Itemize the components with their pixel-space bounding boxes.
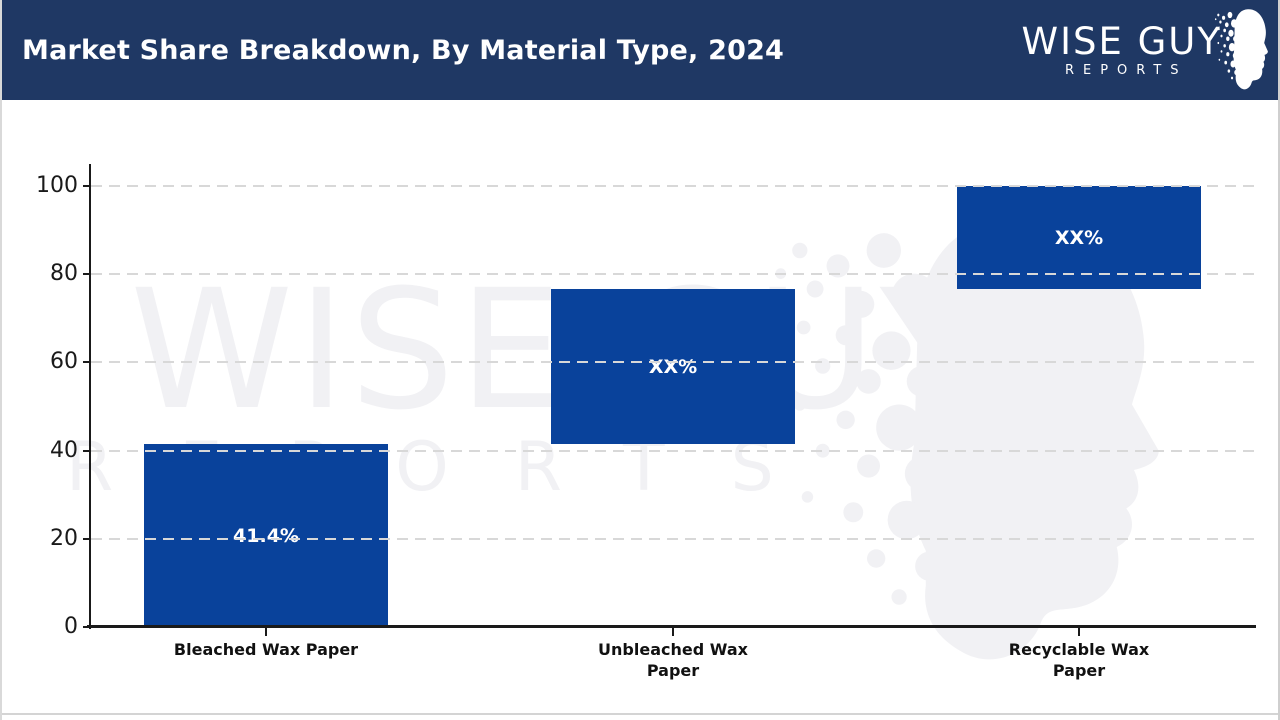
category-label-line: Paper [646,661,700,680]
x-tick-mark [265,628,267,636]
logo-text: WISE GUY REPORTS [1022,23,1222,77]
category-label-line: Paper [1052,661,1106,680]
bar-value-label: XX% [1054,226,1104,249]
gridline-80 [91,273,1255,276]
gridline-20 [91,537,1255,540]
y-tick-label: 0 [64,614,78,639]
gridline-40 [91,449,1255,452]
category-label-line: Unbleached Wax [598,640,748,659]
category-label: Recyclable Wax Paper [919,639,1239,681]
wise-guy-logo: WISE GUY REPORTS [1022,8,1270,92]
gridline-100 [91,185,1255,187]
x-axis-line [87,625,1256,628]
x-tick-mark [1078,628,1080,636]
header-bar: Market Share Breakdown, By Material Type… [2,0,1278,100]
y-axis-line [89,164,91,629]
bar-bleached-wax-paper: 41.4% [144,444,388,627]
wise-guy-head-icon [1212,8,1270,92]
category-label-line: Recyclable Wax [1008,640,1150,659]
bar-recyclable-wax-paper: XX% [957,186,1201,290]
card-bottom-border [2,713,1278,715]
bar-value-label: XX% [648,355,698,378]
category-label: Bleached Wax Paper [106,639,426,660]
y-tick-label: 40 [50,437,78,463]
y-tick-label: 60 [50,349,78,375]
y-tick-mark [83,626,91,628]
gridline-60 [91,361,1255,364]
y-tick-mark [83,361,91,364]
category-label-line: Bleached Wax Paper [173,640,359,659]
bar-value-label: 41.4% [233,524,299,547]
y-tick-label: 20 [50,525,78,551]
y-tick-mark [83,273,91,276]
y-tick-label: 100 [36,173,78,198]
y-tick-mark [83,449,91,452]
category-label: Unbleached Wax Paper [513,639,833,681]
x-tick-mark [672,628,674,636]
y-tick-mark [83,537,91,540]
y-tick-label: 80 [50,261,78,287]
page-title: Market Share Breakdown, By Material Type… [22,34,785,66]
logo-subtext: REPORTS [1064,63,1188,78]
bar-unbleached-wax-paper: XX% [551,289,795,445]
y-tick-mark [83,185,91,187]
waterfall-chart: 0 20 40 60 80 100 41.4% Bleached Wax Paper XX% Un… [2,100,1278,720]
logo-wordmark: WISE GUY [1021,20,1222,63]
